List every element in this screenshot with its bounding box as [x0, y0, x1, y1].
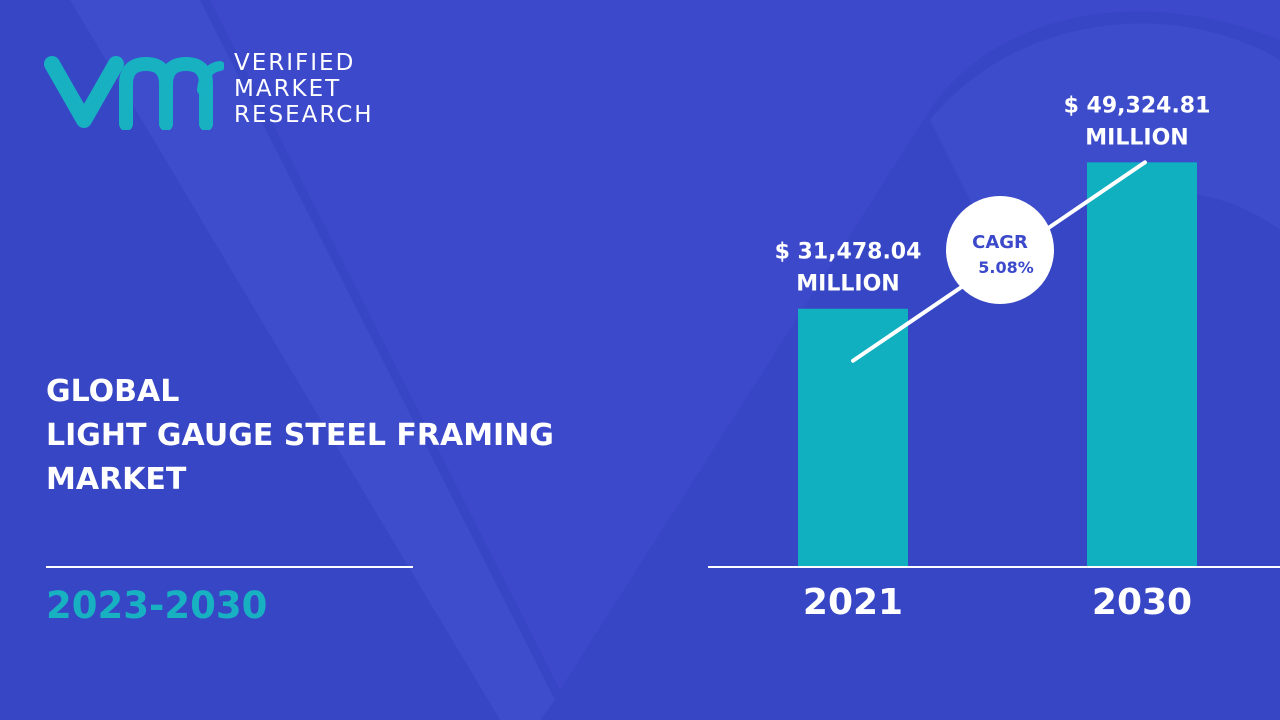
x-tick-label-2030: 2030: [1092, 582, 1192, 623]
bar-2021: [798, 308, 908, 567]
brand-logo: VERIFIED MARKET RESEARCH: [44, 50, 404, 130]
cagr-value: 5.08%: [978, 258, 1034, 277]
brand-line-2: MARKET: [234, 76, 342, 102]
title-line-2: LIGHT GAUGE STEEL FRAMING: [46, 418, 554, 453]
forecast-period: 2023-2030: [46, 584, 268, 627]
cagr-label: CAGR: [972, 232, 1028, 253]
brand-line-3: RESEARCH: [234, 102, 374, 128]
title-line-1: GLOBAL: [46, 374, 180, 409]
title-divider: [46, 566, 413, 568]
x-tick-label-2021: 2021: [803, 582, 903, 623]
cagr-badge: [946, 196, 1054, 304]
title-line-3: MARKET: [46, 462, 187, 497]
brand-line-1: VERIFIED: [234, 50, 356, 76]
vmr-logo-mark-icon: [44, 56, 224, 130]
data-label-2021-line-1: $ 31,478.04: [775, 240, 922, 265]
data-label-2021-line-2: MILLION: [796, 272, 899, 297]
report-title: GLOBAL LIGHT GAUGE STEEL FRAMING MARKET: [46, 370, 554, 502]
brand-wordmark: VERIFIED MARKET RESEARCH: [234, 50, 374, 128]
data-label-2030-line-2: MILLION: [1085, 125, 1188, 150]
bar-2030: [1087, 162, 1197, 567]
data-label-2030-line-1: $ 49,324.81: [1064, 93, 1211, 118]
